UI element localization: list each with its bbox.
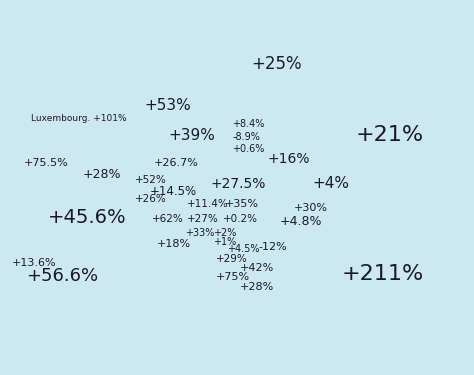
Text: +33%: +33% (185, 228, 214, 237)
Text: +25%: +25% (251, 55, 302, 73)
Text: +27.5%: +27.5% (211, 177, 266, 191)
Text: +13.6%: +13.6% (12, 258, 56, 267)
Text: +16%: +16% (268, 152, 310, 166)
Text: +45.6%: +45.6% (47, 208, 126, 227)
Text: +28%: +28% (83, 168, 121, 181)
Text: +4%: +4% (313, 176, 350, 191)
Text: +26%: +26% (135, 195, 167, 204)
Text: +4.5%: +4.5% (228, 244, 260, 254)
Text: +14.5%: +14.5% (149, 185, 196, 198)
Text: +42%: +42% (239, 263, 273, 273)
Text: +26.7%: +26.7% (154, 158, 199, 168)
Text: +27%: +27% (187, 214, 219, 224)
Text: +4.8%: +4.8% (280, 215, 322, 228)
Text: +29%: +29% (216, 254, 247, 264)
Text: Luxembourg. +101%: Luxembourg. +101% (31, 114, 127, 123)
Text: +8.4%: +8.4% (232, 119, 264, 129)
Text: +35%: +35% (225, 200, 259, 209)
Text: +0.2%: +0.2% (223, 214, 258, 224)
Text: +11.4%: +11.4% (187, 200, 229, 209)
Text: +18%: +18% (156, 239, 191, 249)
Text: +28%: +28% (239, 282, 273, 292)
Text: +211%: +211% (341, 264, 424, 284)
Text: -8.9%: -8.9% (232, 132, 260, 142)
Text: +30%: +30% (294, 203, 328, 213)
Text: +0.6%: +0.6% (232, 144, 264, 154)
Text: +53%: +53% (145, 98, 191, 112)
Text: +75.5%: +75.5% (24, 158, 68, 168)
Text: +21%: +21% (356, 125, 424, 145)
Text: +1%: +1% (213, 237, 237, 247)
Text: +52%: +52% (135, 175, 167, 185)
Text: -12%: -12% (258, 243, 287, 252)
Text: +2%: +2% (213, 228, 237, 237)
Text: +39%: +39% (168, 128, 215, 142)
Text: +56.6%: +56.6% (26, 267, 98, 285)
Text: +75%: +75% (216, 273, 250, 282)
Text: +62%: +62% (152, 214, 183, 224)
